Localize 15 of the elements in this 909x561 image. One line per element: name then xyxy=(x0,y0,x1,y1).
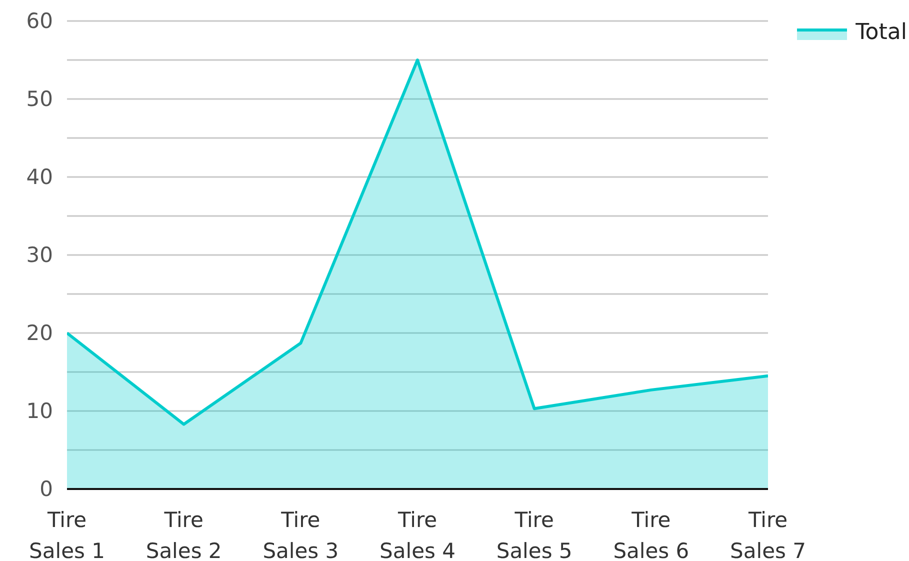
x-tick-label: Tire Sales 5 xyxy=(496,508,572,561)
x-tick-label: Tire Sales 4 xyxy=(380,508,456,561)
y-tick-label: 60 xyxy=(26,9,53,33)
legend-label: Total xyxy=(856,20,907,45)
y-tick-label: 30 xyxy=(26,243,53,267)
y-tick-label: 10 xyxy=(26,399,53,423)
x-tick-label: Tire Sales 7 xyxy=(730,508,806,561)
x-tick-label: Tire Sales 6 xyxy=(613,508,690,561)
y-tick-label: 40 xyxy=(26,165,53,189)
y-tick-label: 20 xyxy=(26,321,53,345)
x-tick-label: Tire Sales 3 xyxy=(262,508,339,561)
x-tick-label: Tire Sales 1 xyxy=(29,508,105,561)
y-tick-label: 50 xyxy=(26,87,53,111)
x-tick-label: Tire Sales 2 xyxy=(146,508,222,561)
y-tick-label: 0 xyxy=(40,477,53,501)
